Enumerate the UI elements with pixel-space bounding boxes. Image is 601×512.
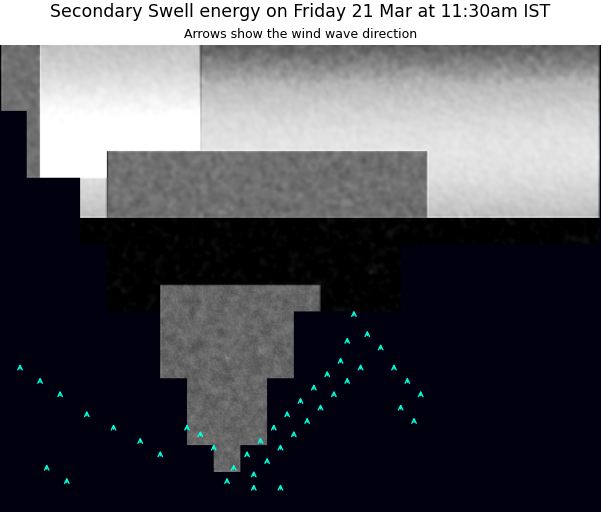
Text: Arrows show the wind wave direction: Arrows show the wind wave direction (184, 28, 417, 41)
Text: Secondary Swell energy on Friday 21 Mar at 11:30am IST: Secondary Swell energy on Friday 21 Mar … (50, 4, 551, 22)
